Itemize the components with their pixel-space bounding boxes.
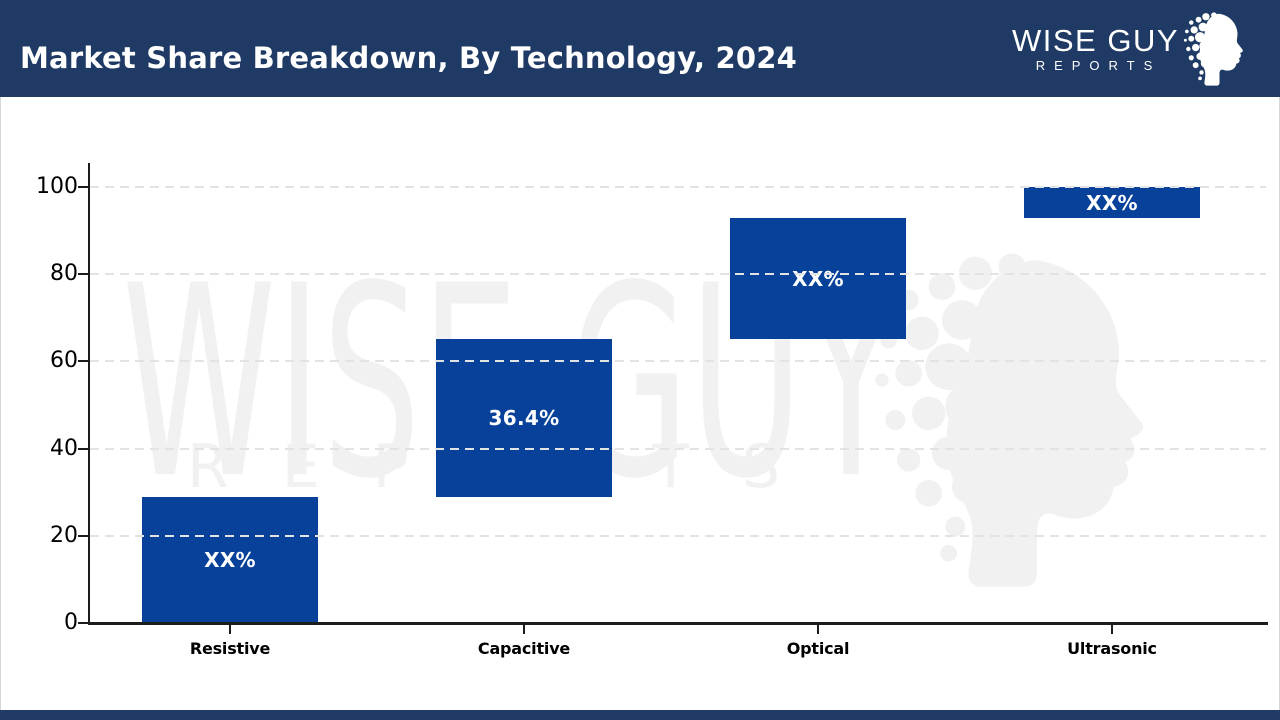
x-axis-category-label: Ultrasonic [1067, 639, 1157, 658]
gridline [90, 273, 1266, 276]
bar-value-label: XX% [1086, 190, 1138, 215]
y-axis-tick [78, 360, 88, 363]
bar-optical: XX% [730, 218, 906, 339]
y-axis-tick-label: 0 [64, 610, 78, 635]
y-axis-tick [78, 534, 88, 537]
y-axis-tick [78, 273, 88, 276]
dotted-head-profile-icon [1183, 12, 1243, 86]
x-axis-line [88, 622, 1268, 625]
x-axis-category-label: Capacitive [477, 639, 571, 658]
y-axis-tick-label: 60 [50, 348, 78, 374]
page-title: Market Share Breakdown, By Technology, 2… [20, 40, 798, 75]
x-axis-tick [817, 625, 819, 634]
y-axis-tick [78, 622, 88, 624]
x-axis-tick [1111, 625, 1113, 634]
footer-bar [0, 710, 1280, 720]
bar-resistive: XX% [142, 497, 318, 623]
x-axis-category-label: Resistive [189, 639, 271, 658]
y-axis-tick [78, 186, 88, 188]
y-axis-spine [88, 163, 90, 624]
bar-capacitive: 36.4% [436, 338, 612, 498]
bar-value-label: XX% [792, 266, 844, 291]
logo-text: WISE GUY REPORTS [1012, 22, 1180, 74]
wise-guy-reports-logo: WISE GUY REPORTS [1012, 6, 1272, 92]
bar-value-label: XX% [204, 548, 256, 573]
gridline [90, 447, 1266, 450]
y-axis-tick-label: 80 [50, 261, 78, 287]
x-axis-category-label: Optical [786, 639, 850, 658]
logo-brand-text: WISE GUY [1012, 22, 1180, 58]
x-axis-tick [229, 625, 231, 634]
header-bar: Market Share Breakdown, By Technology, 2… [0, 0, 1280, 97]
y-axis-tick [78, 447, 88, 450]
bar-ultrasonic: XX% [1024, 187, 1200, 219]
logo-reports-text: REPORTS [1035, 58, 1162, 74]
bar-value-label: 36.4% [488, 406, 560, 431]
gridline [90, 360, 1266, 363]
y-axis-tick-label: 20 [50, 522, 78, 548]
y-axis-tick-label: 40 [50, 435, 78, 461]
x-axis-tick [523, 625, 525, 634]
y-axis-tick-label: 100 [36, 174, 78, 199]
